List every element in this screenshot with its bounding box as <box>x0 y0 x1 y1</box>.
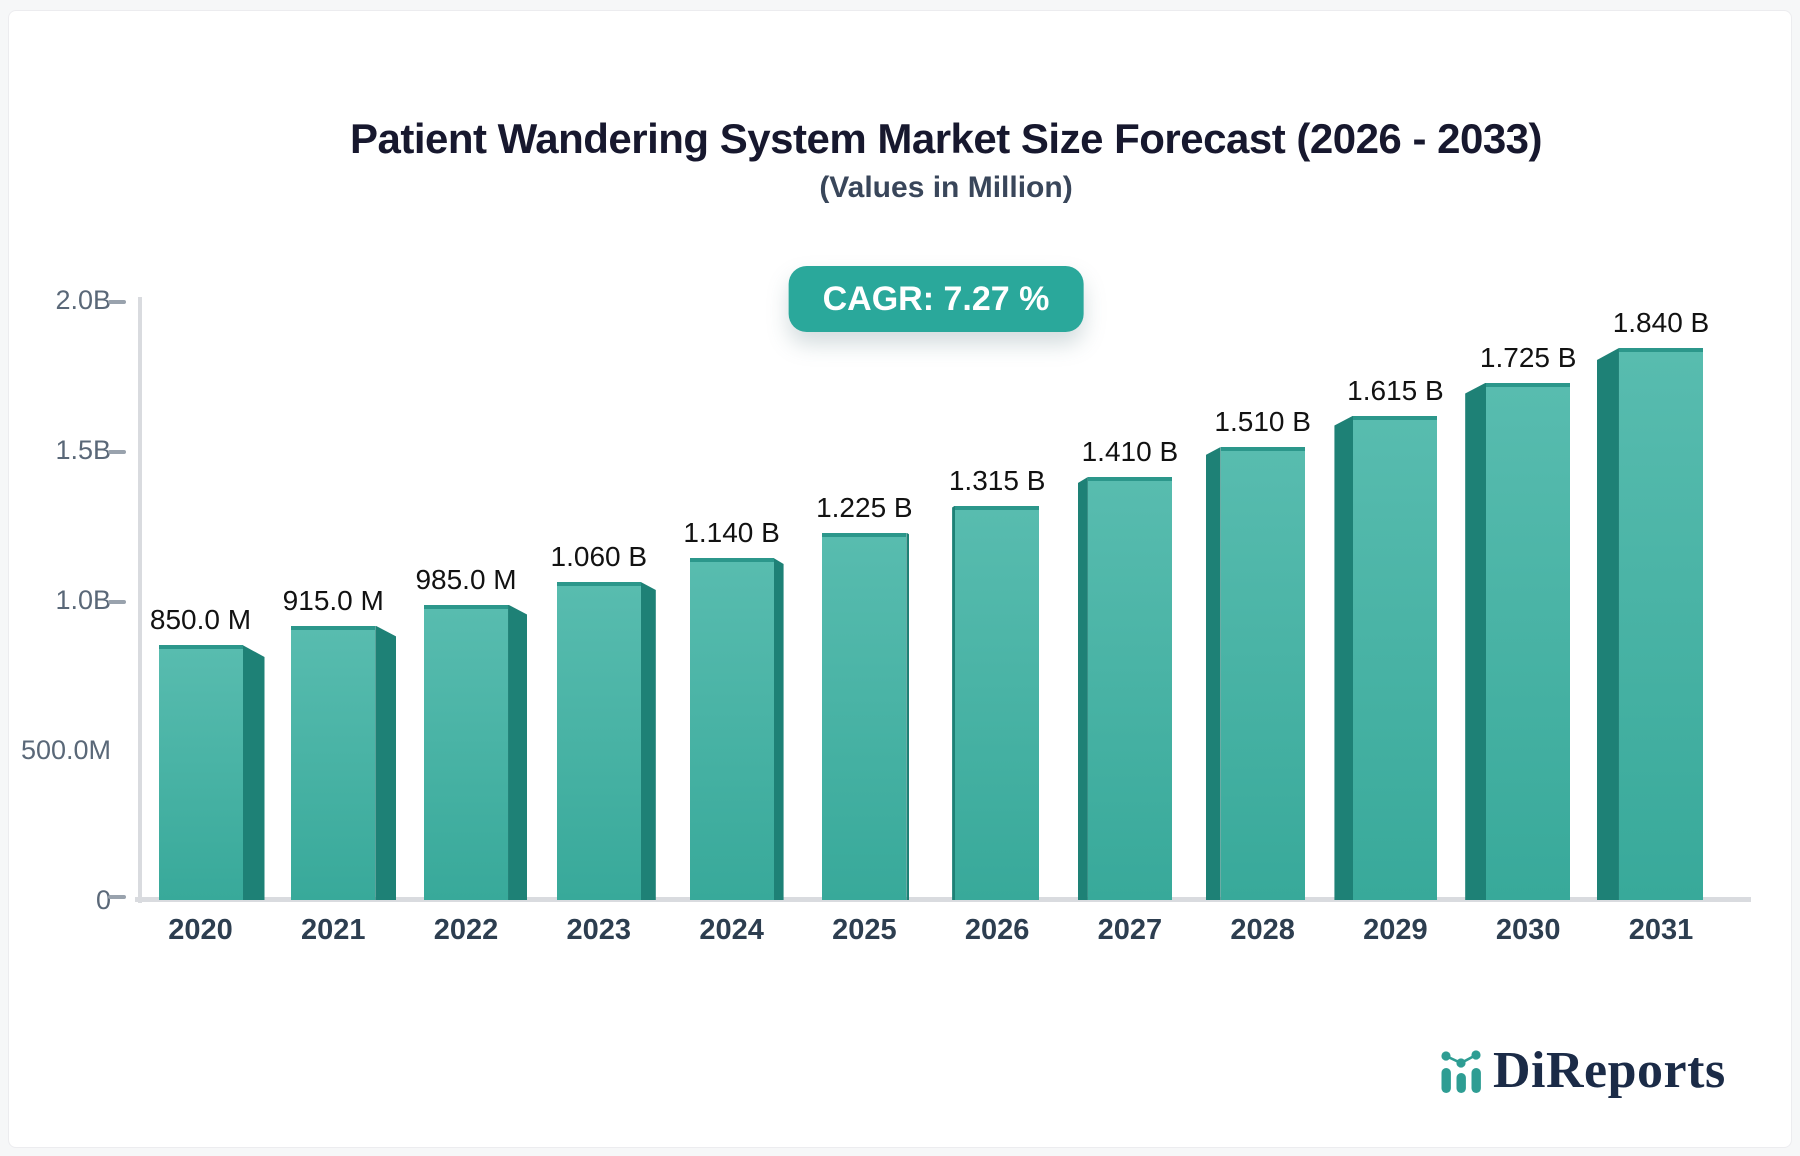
x-axis-label-2028: 2028 <box>1230 914 1295 946</box>
cagr-badge-label: CAGR: 7.27 % <box>822 280 1050 318</box>
y-axis-tick-0 <box>108 895 126 899</box>
x-axis-label-2020: 2020 <box>168 914 233 946</box>
y-axis-line <box>138 297 142 903</box>
bar-2031 <box>1618 348 1703 900</box>
bar-side-2028 <box>1205 447 1221 900</box>
bar-side-2020 <box>242 645 265 900</box>
bar-value-label-2021: 915.0 M <box>282 584 384 616</box>
bar-side-2021 <box>375 625 397 900</box>
y-axis-label-500.0M: 500.0M <box>20 735 111 765</box>
bar-value-label-2027: 1.410 B <box>1081 436 1179 467</box>
bar-side-2027 <box>1077 477 1088 900</box>
x-axis-label-2030: 2030 <box>1495 914 1561 946</box>
bar-2030 <box>1486 382 1571 900</box>
bar-value-label-2024: 1.140 B <box>683 517 780 548</box>
bar-2029 <box>1353 415 1438 900</box>
bar-value-label-2020: 850.0 M <box>149 604 252 635</box>
bar-side-2029 <box>1334 415 1354 900</box>
y-axis-label-1.0B: 1.0B <box>55 585 111 615</box>
bar-side-2023 <box>640 582 656 900</box>
bar-2022 <box>424 604 509 900</box>
x-axis-label-2022: 2022 <box>433 914 499 946</box>
bar-value-label-2028: 1.510 B <box>1214 406 1311 437</box>
cagr-badge: CAGR: 7.27 % <box>788 266 1084 332</box>
bar-side-2022 <box>508 604 528 900</box>
x-axis-label-2027: 2027 <box>1097 914 1163 946</box>
bar-2027 <box>1087 477 1172 900</box>
direports-logo: DiReports <box>1439 1042 1726 1100</box>
bar-2024 <box>689 558 774 900</box>
bar-value-label-2023: 1.060 B <box>550 541 648 572</box>
chart-subtitle: (Values in Million) <box>819 171 1073 204</box>
direports-logo-text: DiReports <box>1493 1042 1726 1100</box>
bar-2025 <box>822 532 907 900</box>
y-axis-tick-1.0B <box>108 600 126 604</box>
bar-side-2026 <box>952 505 956 900</box>
bar-side-2030 <box>1465 382 1487 900</box>
bar-value-label-2031: 1.840 B <box>1612 307 1710 338</box>
x-axis-label-2031: 2031 <box>1628 914 1694 946</box>
x-axis-label-2025: 2025 <box>832 914 897 946</box>
bar-2020 <box>158 645 243 900</box>
bar-value-label-2030: 1.725 B <box>1479 341 1577 373</box>
chart-card: Patient Wandering System Market Size For… <box>8 10 1792 1148</box>
y-axis-label-2.0B: 2.0B <box>55 285 111 315</box>
y-axis-label-1.5B: 1.5B <box>55 435 111 465</box>
x-axis-label-2023: 2023 <box>566 914 632 946</box>
chart-title: Patient Wandering System Market Size For… <box>349 115 1543 162</box>
x-axis-label-2029: 2029 <box>1363 914 1428 946</box>
bar-value-label-2025: 1.225 B <box>816 491 913 523</box>
bar-side-2024 <box>773 558 784 900</box>
bar-value-label-2029: 1.615 B <box>1347 374 1444 406</box>
bar-side-2031 <box>1596 348 1619 900</box>
bar-value-label-2026: 1.315 B <box>948 464 1046 496</box>
bar-2026 <box>955 505 1040 900</box>
x-axis-label-2021: 2021 <box>301 914 366 946</box>
y-axis-tick-2.0B <box>108 300 126 304</box>
bar-chart-logo-icon <box>1441 1050 1481 1093</box>
y-axis-tick-1.5B <box>108 450 126 454</box>
bar-2021 <box>291 625 376 900</box>
x-axis-label-2026: 2026 <box>964 914 1030 946</box>
bar-value-label-2022: 985.0 M <box>415 563 517 595</box>
bar-2028 <box>1220 447 1305 900</box>
x-axis-label-2024: 2024 <box>699 914 764 946</box>
bar-2023 <box>556 582 641 900</box>
x-axis-baseline <box>135 897 1751 902</box>
y-axis-label-0: 0 <box>95 885 111 915</box>
bar-side-2025 <box>906 532 910 900</box>
